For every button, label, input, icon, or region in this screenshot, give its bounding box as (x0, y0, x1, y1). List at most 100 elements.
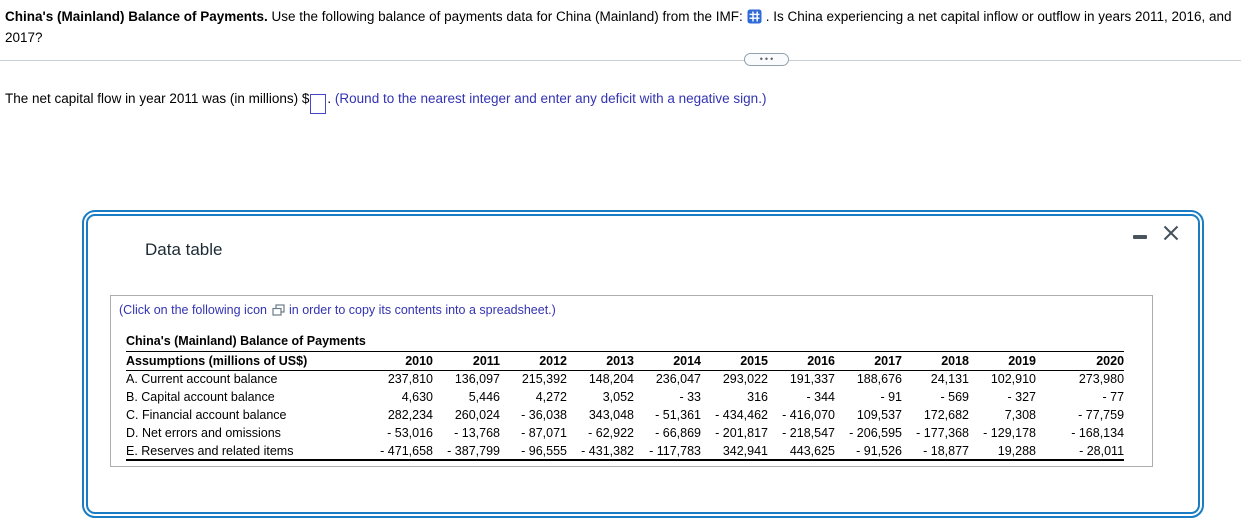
cell-value: 19,288 (969, 442, 1036, 461)
table-body: A. Current account balance 237,810 136,097… (126, 370, 1125, 461)
cell-value: - 117,783 (634, 442, 701, 461)
year-header: 2017 (835, 351, 902, 371)
answer-prompt: The net capital flow in year 2011 was (i… (5, 91, 310, 106)
cell-value: 191,337 (789, 372, 835, 387)
cell-value: 282,234 (387, 408, 433, 422)
cell-value: 316 (747, 390, 768, 404)
year-header: 2015 (701, 351, 768, 371)
cell-value: - 96,555 (500, 442, 567, 461)
cell-value: - 201,817 (715, 426, 768, 440)
cell-value: - 91,526 (835, 442, 902, 461)
minimize-button[interactable] (1133, 232, 1148, 242)
cell-value: - 471,658 (366, 442, 433, 461)
cell-value: - 168,134 (1071, 426, 1125, 440)
cell-value: 237,810 (387, 372, 433, 387)
cell-value: 136,097 (454, 372, 500, 387)
data-table-dialog-inner: Data table (Click on the following icon i… (86, 214, 1200, 514)
table-row: C. Financial account balance 282,234 260,0… (126, 406, 1124, 424)
year-header: 2016 (768, 351, 835, 371)
cell-value: 188,676 (856, 372, 902, 387)
table-row: A. Current account balance 237,810 136,097… (126, 370, 1124, 388)
table-row: B. Capital account balance 4,630 5,446 4,27… (126, 388, 1124, 406)
row-label: C. Financial account balance (126, 408, 287, 422)
cell-value: - 218,547 (782, 426, 835, 440)
cell-value: 236,047 (655, 372, 701, 387)
cell-value: - 416,070 (782, 408, 835, 422)
expand-collapse-pill[interactable]: ••• (744, 53, 789, 66)
cell-value: 24,131 (930, 372, 969, 387)
year-header: 2013 (567, 351, 634, 371)
table-row: E. Reserves and related items - 471,658- … (126, 442, 1125, 461)
year-header: 2011 (433, 351, 500, 371)
close-button[interactable] (1162, 224, 1180, 242)
cell-value: 7,308 (1004, 408, 1036, 422)
close-icon (1163, 225, 1179, 241)
assumptions-header: Assumptions (millions of US$) (126, 351, 366, 371)
cell-value: - 431,382 (567, 442, 634, 461)
balance-of-payments-table: China's (Mainland) Balance of Payments A… (126, 331, 1125, 461)
row-label: E. Reserves and related items (126, 442, 366, 461)
year-header: 2020 (1036, 351, 1125, 371)
year-header: 2019 (969, 351, 1036, 371)
answer-period: . (327, 91, 332, 106)
row-label: A. Current account balance (126, 372, 278, 387)
cell-value: - 53,016 (387, 426, 433, 440)
cell-value: 4,272 (535, 390, 567, 404)
cell-value: - 129,178 (983, 426, 1036, 440)
question-text-1: Use the following balance of payments da… (267, 9, 743, 24)
cell-value: 3,052 (602, 390, 634, 404)
cell-value: - 66,869 (655, 426, 701, 440)
cell-value: - 28,011 (1036, 442, 1125, 461)
cell-value: 342,941 (701, 442, 768, 461)
cell-value: - 206,595 (849, 426, 902, 440)
cell-value: 293,022 (722, 372, 768, 387)
cell-value: 109,537 (856, 408, 902, 422)
copy-note: (Click on the following icon in order to … (119, 303, 1152, 319)
row-label: D. Net errors and omissions (126, 426, 281, 440)
cell-value: 4,630 (401, 390, 433, 404)
row-label: B. Capital account balance (126, 390, 275, 404)
cell-value: 343,048 (588, 408, 634, 422)
cell-value: - 327 (1007, 390, 1037, 404)
ellipsis-icon: ••• (759, 54, 776, 64)
cell-value: 273,980 (1078, 372, 1125, 387)
data-table-dialog: Data table (Click on the following icon i… (82, 210, 1204, 518)
question-text-2: . Is China experiencing a net capital in… (5, 9, 1232, 45)
cell-value: - 18,877 (902, 442, 969, 461)
copy-to-spreadsheet-icon[interactable] (272, 304, 285, 319)
cell-value: - 434,462 (715, 408, 768, 422)
cell-value: 172,682 (923, 408, 969, 422)
cell-value: - 13,768 (454, 426, 500, 440)
copy-note-prefix: (Click on the following icon (119, 303, 267, 317)
table-container: (Click on the following icon in order to … (110, 295, 1153, 467)
cell-value: - 177,368 (916, 426, 969, 440)
table-row: D. Net errors and omissions - 53,016 - 13,… (126, 424, 1124, 442)
cell-value: - 77,759 (1078, 408, 1125, 422)
cell-value: 215,392 (521, 372, 567, 387)
year-header: 2012 (500, 351, 567, 371)
copy-note-suffix: in order to copy its contents into a spr… (289, 303, 556, 317)
cell-value: - 387,799 (433, 442, 500, 461)
cell-value: - 91 (880, 390, 902, 404)
spreadsheet-grid-icon[interactable] (747, 9, 762, 29)
cell-value: - 87,071 (521, 426, 567, 440)
cell-value: 5,446 (468, 390, 500, 404)
cell-value: - 33 (679, 390, 701, 404)
dialog-title: Data table (145, 240, 223, 259)
year-header: 2018 (902, 351, 969, 371)
cell-value: - 62,922 (588, 426, 634, 440)
answer-line: The net capital flow in year 2011 was (i… (5, 89, 766, 114)
table-title-row: China's (Mainland) Balance of Payments (126, 331, 1125, 352)
question-header: China's (Mainland) Balance of Payments. … (5, 8, 1237, 47)
section-divider (0, 60, 1241, 61)
cell-value: - 77 (1102, 390, 1125, 404)
year-header: 2014 (634, 351, 701, 371)
year-header: 2010 (366, 351, 433, 371)
cell-value: 102,910 (990, 372, 1036, 387)
answer-input[interactable] (310, 94, 327, 114)
rounding-instruction: (Round to the nearest integer and enter … (334, 91, 767, 106)
question-title: China's (Mainland) Balance of Payments. (5, 9, 268, 24)
cell-value: 260,024 (454, 408, 500, 422)
cell-value: - 51,361 (655, 408, 701, 422)
cell-value: - 569 (940, 390, 970, 404)
